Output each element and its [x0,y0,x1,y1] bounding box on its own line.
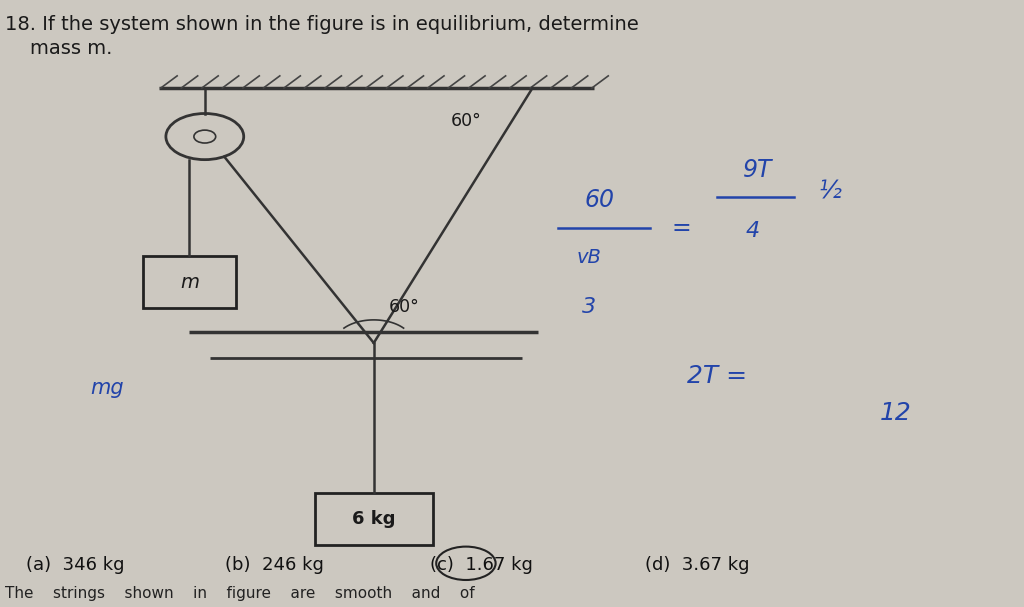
Text: mg: mg [91,379,124,398]
Text: mass m.: mass m. [5,39,113,58]
Bar [315,493,432,545]
Text: =: = [671,215,691,240]
Text: 2T =: 2T = [687,364,746,388]
Text: 6 kg: 6 kg [352,510,395,528]
Text: 18. If the system shown in the figure is in equilibrium, determine: 18. If the system shown in the figure is… [5,15,639,34]
Text: 9T: 9T [743,158,772,182]
Text: (d)  3.67 kg: (d) 3.67 kg [645,555,750,574]
Text: 60°: 60° [451,112,481,131]
Text: 3: 3 [582,297,596,316]
Text: ½: ½ [818,179,841,203]
Text: vB: vB [577,248,601,268]
Text: m: m [180,273,199,292]
Text: (c)  1.67 kg: (c) 1.67 kg [430,555,532,574]
Text: 60°: 60° [389,297,420,316]
Text: 4: 4 [745,221,760,240]
Text: 12: 12 [880,401,912,425]
Text: (b)  246 kg: (b) 246 kg [225,555,325,574]
Text: The    strings    shown    in    figure    are    smooth    and    of: The strings shown in figure are smooth a… [5,586,475,601]
Text: (a)  346 kg: (a) 346 kg [26,555,124,574]
Bar [143,256,236,308]
Text: 60: 60 [584,188,614,212]
